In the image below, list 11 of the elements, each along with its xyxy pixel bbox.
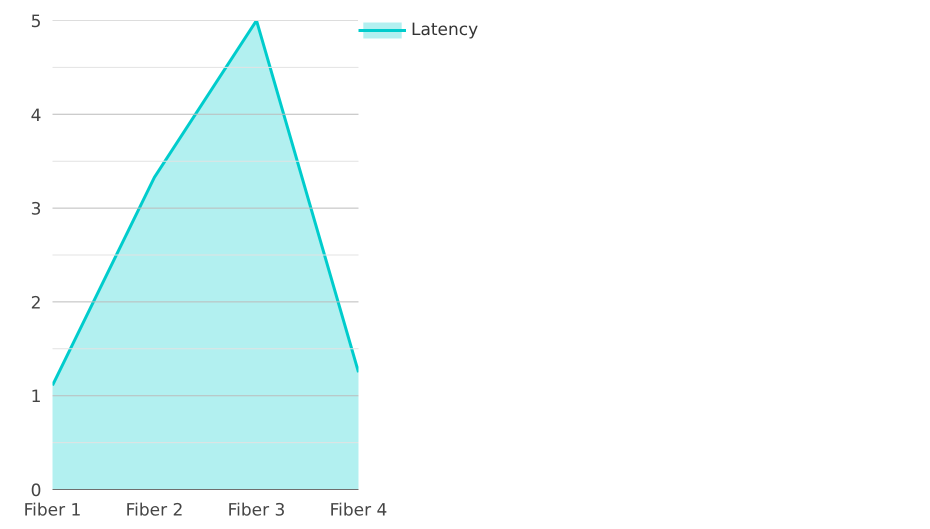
y-tick-label: 1 <box>30 387 42 408</box>
x-tick-label: Fiber 1 <box>24 500 82 520</box>
y-tick-label: 5 <box>30 12 42 32</box>
y-tick-label: 2 <box>30 293 42 314</box>
y-tick-label: 4 <box>30 106 42 126</box>
y-tick-label: 0 <box>30 481 42 501</box>
y-tick-label: 3 <box>30 200 42 220</box>
legend-label: Latency <box>411 20 478 40</box>
x-tick-label: Fiber 3 <box>228 500 286 520</box>
x-tick-label: Fiber 2 <box>126 500 184 520</box>
x-tick-label: Fiber 4 <box>330 500 388 520</box>
